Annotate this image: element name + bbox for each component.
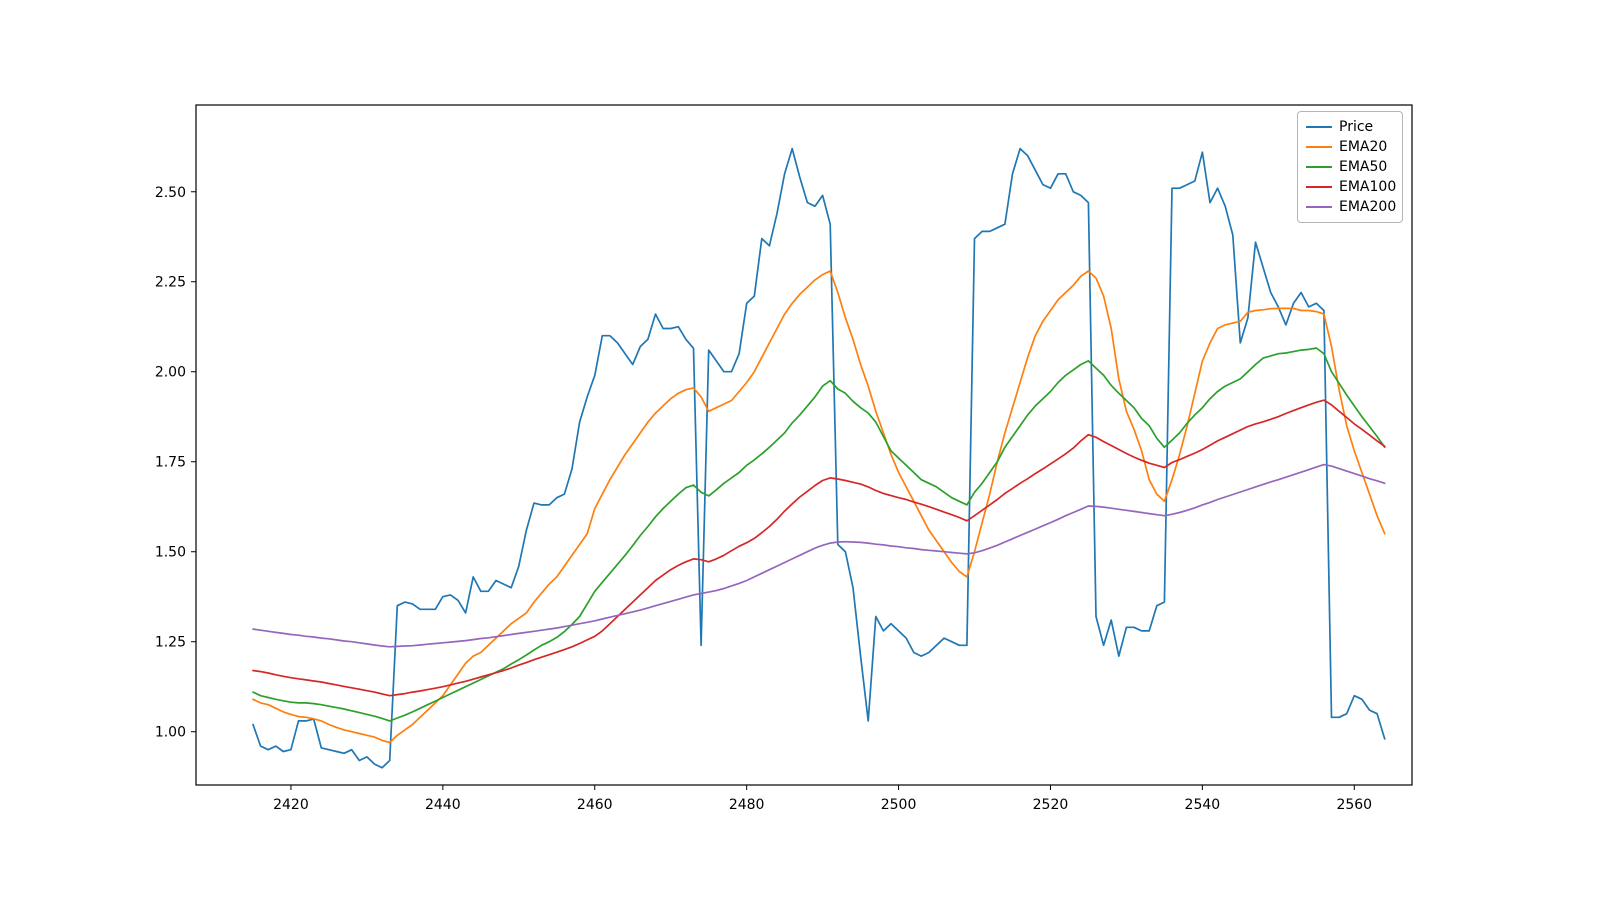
legend-label: EMA200 <box>1339 199 1397 215</box>
series-line-ema50 <box>252 347 1386 722</box>
legend-line-swatch-price <box>1306 126 1332 128</box>
legend-item-ema100: EMA100 <box>1306 177 1397 197</box>
legend-item-ema20: EMA20 <box>1306 137 1394 157</box>
series-line-ema20 <box>252 270 1386 744</box>
legend-line-swatch-ema100 <box>1306 186 1332 188</box>
y-tick-label: 1.50 <box>155 545 186 561</box>
x-tick-label: 2420 <box>273 797 309 813</box>
legend-label: EMA20 <box>1339 139 1388 155</box>
series-line-ema100 <box>252 399 1386 697</box>
x-tick-label: 2520 <box>1033 797 1069 813</box>
legend-item-ema50: EMA50 <box>1306 157 1394 177</box>
legend: Price EMA20 EMA50 EMA100 EMA200 <box>1297 111 1403 223</box>
legend-item-ema200: EMA200 <box>1306 197 1397 217</box>
y-tick-label: 2.50 <box>155 185 186 201</box>
legend-line-swatch-ema50 <box>1306 166 1332 168</box>
y-tick-label: 1.00 <box>155 725 186 741</box>
series-line-price <box>252 147 1386 769</box>
plot-area <box>196 105 1412 785</box>
x-tick-label: 2500 <box>881 797 917 813</box>
series-line-ema200 <box>252 463 1386 648</box>
y-tick-label: 1.75 <box>155 455 186 471</box>
legend-label: EMA50 <box>1339 159 1388 175</box>
x-tick-label: 2540 <box>1185 797 1221 813</box>
y-tick-label: 2.25 <box>155 275 186 291</box>
legend-item-price: Price <box>1306 117 1394 137</box>
plot-frame <box>195 104 1413 786</box>
legend-label: EMA100 <box>1339 179 1397 195</box>
legend-line-swatch-ema20 <box>1306 146 1332 148</box>
x-tick-label: 2480 <box>729 797 765 813</box>
y-tick-label: 2.00 <box>155 365 186 381</box>
legend-line-swatch-ema200 <box>1306 206 1332 208</box>
x-tick-label: 2440 <box>425 797 461 813</box>
legend-label: Price <box>1339 119 1374 135</box>
x-tick-label: 2460 <box>577 797 613 813</box>
y-tick-label: 1.25 <box>155 635 186 651</box>
x-tick-label: 2560 <box>1336 797 1372 813</box>
